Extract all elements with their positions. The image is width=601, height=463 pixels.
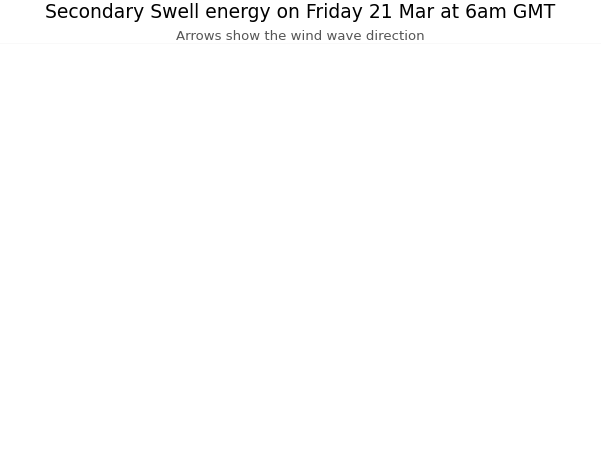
Text: Arrows show the wind wave direction: Arrows show the wind wave direction (176, 30, 425, 43)
Text: Cartopy required for map rendering: Cartopy required for map rendering (176, 246, 425, 261)
Text: Secondary Swell energy on Friday 21 Mar at 6am GMT: Secondary Swell energy on Friday 21 Mar … (45, 3, 556, 22)
